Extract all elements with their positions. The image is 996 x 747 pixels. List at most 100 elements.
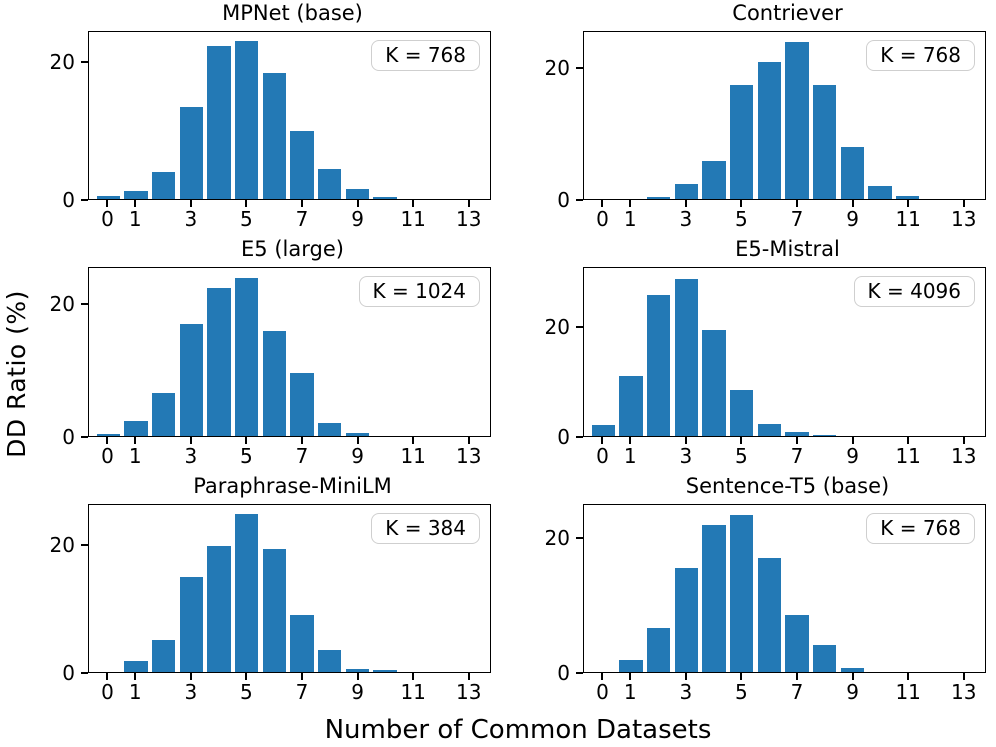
histogram-bar (895, 196, 920, 200)
x-tick-mark (467, 436, 470, 444)
y-tick-mark (81, 61, 88, 64)
histogram-bar (674, 184, 698, 200)
x-tick-label: 9 (351, 207, 364, 232)
x-tick-label: 3 (679, 443, 693, 468)
x-tick-mark (684, 672, 687, 680)
histogram-bar (317, 649, 342, 672)
x-tick-label: 13 (951, 443, 977, 468)
x-tick-mark (601, 200, 604, 208)
x-tick-label: 7 (790, 679, 804, 704)
k-annotation: K = 768 (866, 512, 975, 544)
x-tick-mark (356, 672, 359, 680)
y-tick-mark (81, 302, 88, 305)
subplot-e5-mistral: E5-Mistral K = 4096 0 20 0 1 3 5 7 9 11 13 (531, 236, 992, 468)
plot-wrap: K = 4096 0 20 0 1 3 5 7 9 11 13 (531, 264, 992, 468)
x-tick-label: 11 (895, 443, 921, 468)
x-tick-label: 5 (735, 207, 748, 232)
y-tick-label: 20 (544, 55, 570, 80)
y-axis-ticks: 0 20 (531, 504, 583, 685)
x-tick-mark (907, 672, 910, 680)
x-tick-label: 9 (846, 207, 859, 232)
y-tick-label: 20 (49, 291, 75, 316)
x-tick-label: 13 (456, 207, 482, 232)
x-tick-mark (907, 436, 910, 444)
histogram-bar (152, 393, 176, 436)
x-tick-label: 9 (846, 679, 859, 704)
x-tick-mark (796, 200, 798, 208)
x-tick-label: 7 (295, 679, 309, 704)
x-tick-mark (796, 436, 798, 444)
subplot-paraphrase-minilm: Paraphrase-MiniLM K = 384 0 20 0 1 3 5 7 9 11 13 (36, 473, 497, 705)
histogram-bar (702, 161, 726, 200)
x-tick-mark (740, 436, 743, 444)
x-tick-label: 13 (456, 443, 482, 468)
x-tick-mark (601, 436, 604, 444)
y-tick-label: 0 (557, 424, 570, 449)
y-tick-label: 0 (557, 188, 570, 213)
y-tick-label: 0 (62, 424, 75, 449)
x-tick-mark (189, 200, 192, 208)
x-tick-label: 3 (679, 679, 693, 704)
y-tick-label: 0 (557, 660, 570, 685)
x-axis-ticks: 0 1 3 5 7 9 11 13 (88, 200, 491, 232)
x-tick-label: 3 (184, 443, 198, 468)
x-tick-mark (907, 200, 910, 208)
y-tick-mark (576, 66, 583, 69)
subplot-sentence-t5-base: Sentence-T5 (base) K = 768 0 20 0 1 3 5 7 9 11 1… (531, 473, 992, 705)
x-tick-label: 13 (456, 679, 482, 704)
x-tick-label: 1 (623, 443, 637, 468)
x-tick-mark (134, 436, 137, 444)
x-tick-mark (412, 436, 415, 444)
x-tick-mark (106, 200, 109, 208)
plot-wrap: K = 384 0 20 0 1 3 5 7 9 11 13 (36, 501, 497, 705)
histogram-bar (757, 423, 781, 436)
plot-area: K = 768 (88, 31, 491, 201)
x-tick-label: 7 (295, 207, 309, 232)
x-tick-mark (851, 672, 854, 680)
histogram-bar (345, 189, 369, 200)
k-annotation: K = 768 (371, 40, 480, 71)
histogram-bar (619, 659, 643, 672)
x-tick-mark (356, 200, 359, 208)
x-axis-ticks: 0 1 3 5 7 9 11 13 (583, 672, 986, 705)
histogram-bar (730, 514, 754, 672)
x-tick-mark (629, 672, 632, 680)
histogram-bar (317, 422, 342, 436)
y-tick-label: 20 (49, 50, 75, 75)
y-tick-label: 0 (62, 660, 75, 685)
x-tick-mark (245, 200, 248, 208)
x-tick-mark (851, 200, 854, 208)
x-tick-label: 1 (623, 207, 637, 232)
histogram-bar (262, 72, 286, 200)
subplot-contriever: Contriever K = 768 0 20 0 1 3 5 7 9 11 13 (531, 0, 992, 232)
x-tick-mark (301, 436, 303, 444)
y-tick-mark (576, 199, 583, 202)
y-axis-label: DD Ratio (%) (2, 289, 31, 458)
histogram-bar (812, 434, 837, 436)
x-tick-label: 3 (184, 207, 198, 232)
x-tick-label: 7 (790, 443, 804, 468)
x-tick-label: 1 (128, 443, 142, 468)
histogram-bar (179, 107, 203, 200)
x-tick-label: 11 (400, 443, 426, 468)
plot-area: K = 768 (583, 503, 986, 673)
y-axis-ticks: 0 20 (36, 504, 88, 685)
x-tick-mark (740, 200, 743, 208)
subplot-e5-large: E5 (large) K = 1024 0 20 0 1 3 5 7 9 11 13 (36, 236, 497, 468)
x-tick-mark (629, 436, 632, 444)
x-tick-label: 11 (895, 679, 921, 704)
histogram-bar (702, 524, 726, 672)
histogram-bar (345, 669, 369, 672)
x-tick-label: 9 (351, 679, 364, 704)
histogram-bar (868, 186, 892, 200)
histogram-bar (124, 191, 148, 200)
histogram-bar (207, 45, 231, 200)
histogram-bar (840, 146, 864, 200)
histogram-bar (373, 670, 397, 672)
x-tick-label: 5 (735, 443, 748, 468)
x-tick-label: 11 (400, 679, 426, 704)
histogram-bar (647, 628, 671, 672)
histogram-bar (591, 424, 615, 436)
k-annotation: K = 1024 (358, 276, 480, 308)
plot-wrap: K = 768 0 20 0 1 3 5 7 9 11 13 (531, 501, 992, 705)
